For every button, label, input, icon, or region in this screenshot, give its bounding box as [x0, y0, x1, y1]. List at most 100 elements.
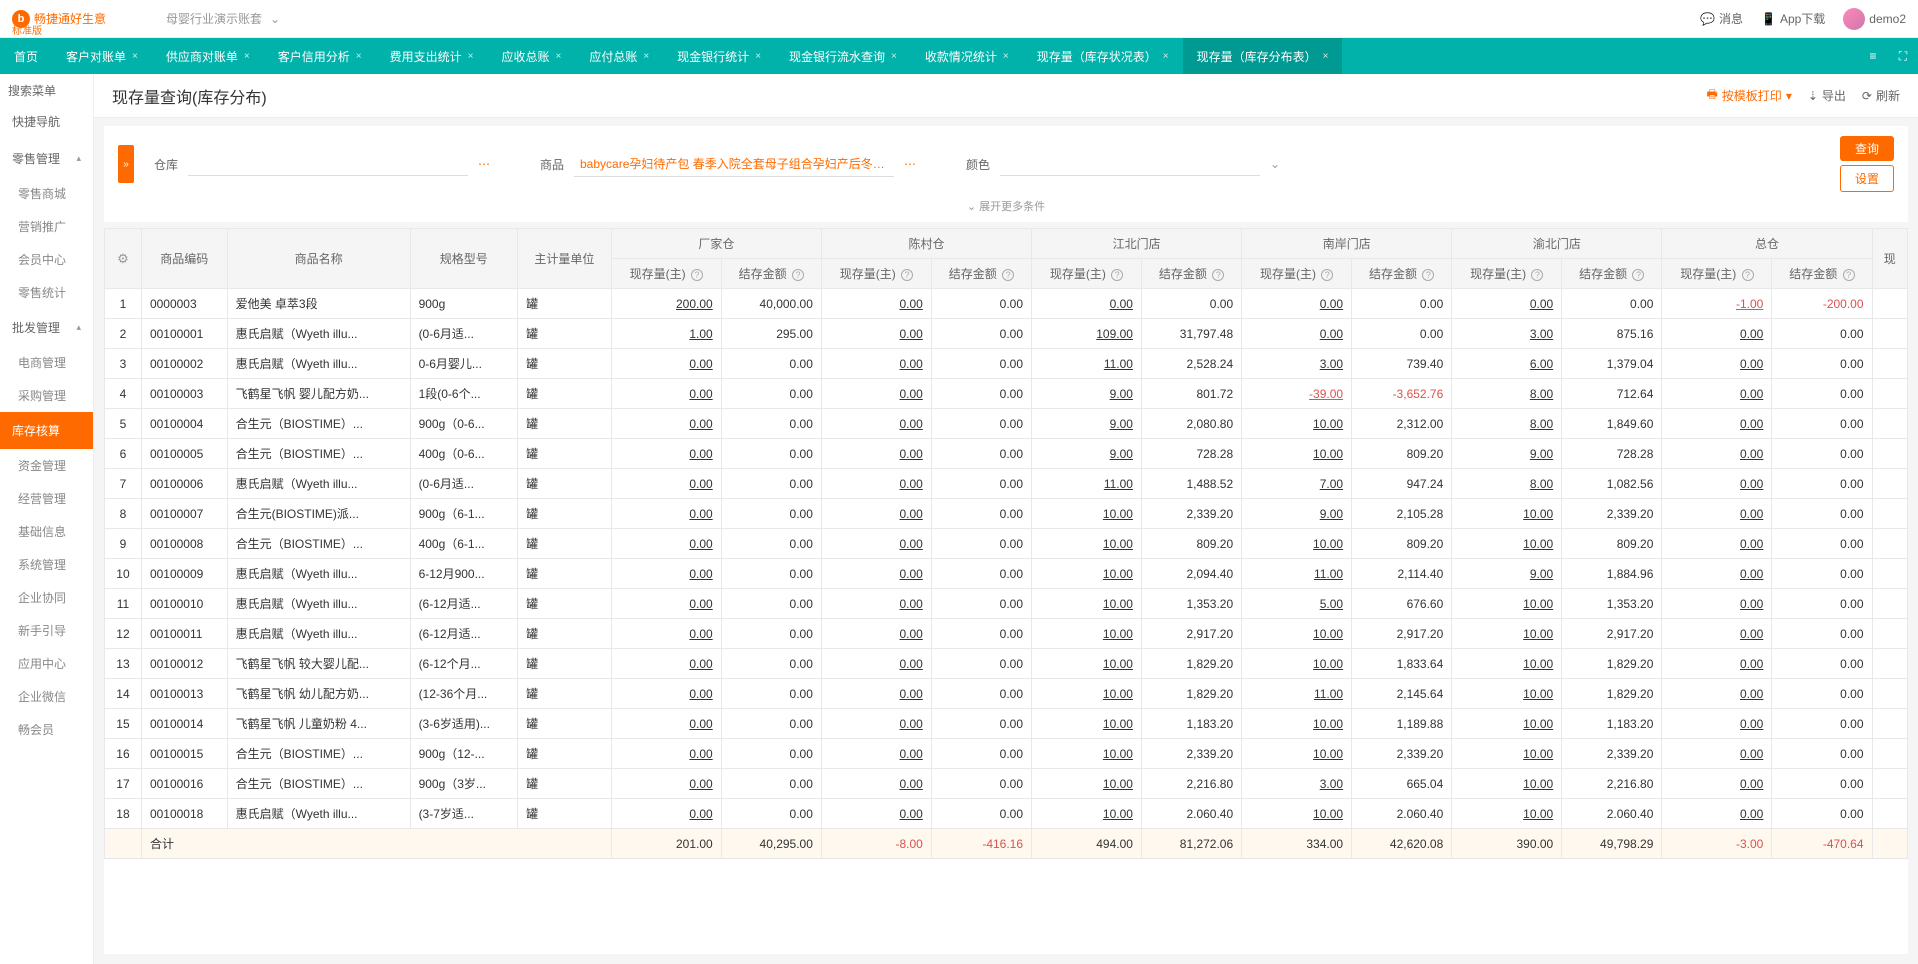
sidebar-item[interactable]: 电商管理: [0, 346, 93, 379]
color-label: 颜色: [954, 156, 990, 173]
account-selector[interactable]: 母婴行业演示账套 ⌄: [166, 10, 280, 27]
table-row[interactable]: 300100002惠氏启赋（Wyeth illu...0-6月婴儿...罐0.0…: [105, 349, 1908, 379]
help-icon[interactable]: ?: [1111, 269, 1123, 281]
tab[interactable]: 供应商对账单×: [152, 38, 264, 74]
close-icon[interactable]: ×: [755, 51, 761, 62]
sidebar-item[interactable]: 企业微信: [0, 680, 93, 713]
table-row[interactable]: 1300100012飞鹤星飞帆 较大婴儿配...(6-12个月...罐0.000…: [105, 649, 1908, 679]
table-row[interactable]: 200100001惠氏启赋（Wyeth illu...(0-6月适...罐1.0…: [105, 319, 1908, 349]
help-icon[interactable]: ?: [1742, 269, 1754, 281]
sidebar-search[interactable]: 搜索菜单: [0, 74, 93, 103]
gear-icon[interactable]: ⚙: [117, 251, 129, 266]
sidebar-item[interactable]: 基础信息: [0, 515, 93, 548]
product-picker-icon[interactable]: ⋯: [904, 157, 916, 171]
grid[interactable]: ⚙商品编码商品名称规格型号主计量单位厂家仓陈村仓江北门店南岸门店渝北门店总仓现现…: [104, 228, 1908, 954]
tab[interactable]: 现金银行流水查询×: [775, 38, 911, 74]
setting-button[interactable]: 设置: [1840, 165, 1894, 192]
table-row[interactable]: 400100003飞鹤星飞帆 婴儿配方奶...1段(0-6个...罐0.000.…: [105, 379, 1908, 409]
chevron-down-icon[interactable]: ⌄: [1270, 157, 1280, 171]
close-icon[interactable]: ×: [891, 51, 897, 62]
collapse-filter-button[interactable]: »: [118, 145, 134, 183]
tab[interactable]: 现存量（库存状况表）×: [1023, 38, 1183, 74]
help-icon[interactable]: ?: [1531, 269, 1543, 281]
tab[interactable]: 现金银行统计×: [663, 38, 775, 74]
sidebar-item[interactable]: 应用中心: [0, 647, 93, 680]
help-icon[interactable]: ?: [1632, 269, 1644, 281]
sidebar-item[interactable]: 库存核算: [0, 412, 93, 449]
help-icon[interactable]: ?: [1321, 269, 1333, 281]
close-icon[interactable]: ×: [244, 51, 250, 62]
color-input[interactable]: [1000, 152, 1260, 176]
table-row[interactable]: 600100005合生元（BIOSTIME）...400g（0-6...罐0.0…: [105, 439, 1908, 469]
table-row[interactable]: 800100007合生元(BIOSTIME)派...900g（6-1...罐0.…: [105, 499, 1908, 529]
help-icon[interactable]: ?: [691, 269, 703, 281]
table-row[interactable]: 1700100016合生元（BIOSTIME）...900g（3岁...罐0.0…: [105, 769, 1908, 799]
sidebar-item[interactable]: 会员中心: [0, 243, 93, 276]
tab[interactable]: 现存量（库存分布表）×: [1183, 38, 1343, 74]
help-icon[interactable]: ?: [1212, 269, 1224, 281]
refresh-button[interactable]: ⟳刷新: [1862, 85, 1900, 106]
table-row[interactable]: 900100008合生元（BIOSTIME）...400g（6-1...罐0.0…: [105, 529, 1908, 559]
warehouse-input[interactable]: [188, 152, 468, 176]
table-row[interactable]: 1600100015合生元（BIOSTIME）...900g（12-...罐0.…: [105, 739, 1908, 769]
tabs-menu-button[interactable]: ≡: [1858, 38, 1888, 74]
close-icon[interactable]: ×: [1163, 51, 1169, 62]
expand-filter-button[interactable]: ⌄ 展开更多条件: [118, 192, 1894, 222]
sidebar-item[interactable]: 营销推广: [0, 210, 93, 243]
page-title: 现存量查询(库存分布): [112, 84, 267, 108]
table-row[interactable]: 1800100018惠氏启赋（Wyeth illu...(3-7岁适...罐0.…: [105, 799, 1908, 829]
tab[interactable]: 应收总账×: [487, 38, 575, 74]
help-icon[interactable]: ?: [1843, 269, 1855, 281]
help-icon[interactable]: ?: [901, 269, 913, 281]
help-icon[interactable]: ?: [1002, 269, 1014, 281]
sidebar-item[interactable]: 企业协同: [0, 581, 93, 614]
tabs-bar: 首页客户对账单×供应商对账单×客户信用分析×费用支出统计×应收总账×应付总账×现…: [0, 38, 1918, 74]
user-menu[interactable]: demo2: [1843, 8, 1906, 30]
sidebar-item[interactable]: 系统管理: [0, 548, 93, 581]
product-label: 商品: [528, 156, 564, 173]
sidebar-item[interactable]: 资金管理: [0, 449, 93, 482]
help-icon[interactable]: ?: [792, 269, 804, 281]
sidebar-item[interactable]: 零售商城: [0, 177, 93, 210]
tab[interactable]: 收款情况统计×: [911, 38, 1023, 74]
close-icon[interactable]: ×: [1003, 51, 1009, 62]
close-icon[interactable]: ×: [1323, 51, 1329, 62]
table-row[interactable]: 1000100009惠氏启赋（Wyeth illu...6-12月900...罐…: [105, 559, 1908, 589]
tab[interactable]: 客户信用分析×: [264, 38, 376, 74]
tab[interactable]: 首页: [0, 38, 52, 74]
sidebar-group[interactable]: 批发管理▴: [0, 309, 93, 346]
messages-button[interactable]: 💬消息: [1700, 10, 1743, 27]
table-row[interactable]: 1500100014飞鹤星飞帆 儿童奶粉 4...(3-6岁适用)...罐0.0…: [105, 709, 1908, 739]
tabs-fullscreen-button[interactable]: ⛶: [1888, 38, 1918, 74]
product-input[interactable]: babycare孕妇待产包 春季入院全套母子组合孕妇产后冬季月子用品 22件套 …: [574, 151, 894, 177]
sidebar-item[interactable]: 零售统计: [0, 276, 93, 309]
sidebar-quick-nav[interactable]: 快捷导航: [0, 103, 93, 140]
table-row[interactable]: 10000003爱他美 卓萃3段900g罐200.0040,000.000.00…: [105, 289, 1908, 319]
sidebar-group[interactable]: 零售管理▴: [0, 140, 93, 177]
close-icon[interactable]: ×: [132, 51, 138, 62]
close-icon[interactable]: ×: [555, 51, 561, 62]
tab[interactable]: 应付总账×: [575, 38, 663, 74]
sidebar-item[interactable]: 新手引导: [0, 614, 93, 647]
color-field: 颜色 ⌄: [954, 152, 1280, 176]
export-button[interactable]: ⇣导出: [1808, 85, 1846, 106]
tab[interactable]: 客户对账单×: [52, 38, 152, 74]
table-row[interactable]: 700100006惠氏启赋（Wyeth illu...(0-6月适...罐0.0…: [105, 469, 1908, 499]
app-download-button[interactable]: 📱App下载: [1761, 10, 1825, 27]
tab[interactable]: 费用支出统计×: [376, 38, 488, 74]
top-right: 💬消息 📱App下载 demo2: [1700, 8, 1906, 30]
sidebar-item[interactable]: 畅会员: [0, 713, 93, 746]
table-row[interactable]: 1100100010惠氏启赋（Wyeth illu...(6-12月适...罐0…: [105, 589, 1908, 619]
warehouse-picker-icon[interactable]: ⋯: [478, 157, 490, 171]
sidebar-item[interactable]: 经营管理: [0, 482, 93, 515]
help-icon[interactable]: ?: [1422, 269, 1434, 281]
table-row[interactable]: 1400100013飞鹤星飞帆 幼儿配方奶...(12-36个月...罐0.00…: [105, 679, 1908, 709]
table-row[interactable]: 500100004合生元（BIOSTIME）...900g（0-6...罐0.0…: [105, 409, 1908, 439]
table-row[interactable]: 1200100011惠氏启赋（Wyeth illu...(6-12月适...罐0…: [105, 619, 1908, 649]
print-button[interactable]: 🖶按模板打印 ▾: [1706, 85, 1791, 106]
query-button[interactable]: 查询: [1840, 136, 1894, 161]
close-icon[interactable]: ×: [468, 51, 474, 62]
close-icon[interactable]: ×: [643, 51, 649, 62]
sidebar-item[interactable]: 采购管理: [0, 379, 93, 412]
close-icon[interactable]: ×: [356, 51, 362, 62]
